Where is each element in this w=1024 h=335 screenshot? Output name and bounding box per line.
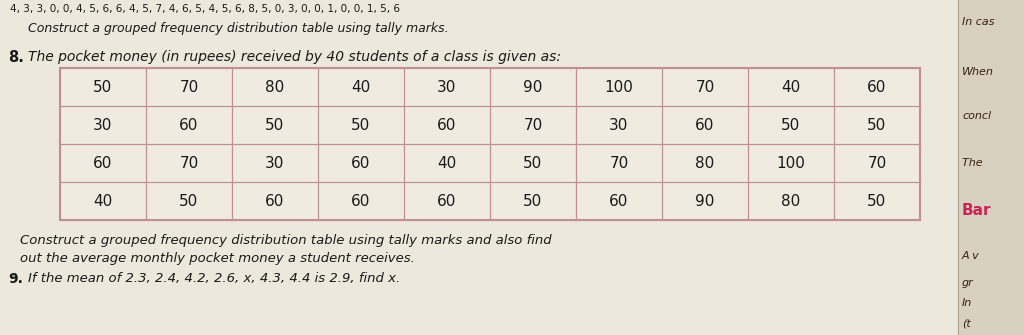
Text: 60: 60 <box>351 155 371 171</box>
Text: 70: 70 <box>609 155 629 171</box>
Text: In cas: In cas <box>962 17 994 27</box>
Text: 70: 70 <box>867 155 887 171</box>
Text: The pocket money (in rupees) received by 40 students of a class is given as:: The pocket money (in rupees) received by… <box>28 50 561 64</box>
FancyBboxPatch shape <box>60 68 920 220</box>
Text: 40: 40 <box>351 79 371 94</box>
Text: 50: 50 <box>265 118 285 133</box>
Text: 50: 50 <box>523 194 543 208</box>
Text: concl: concl <box>962 111 991 121</box>
Text: 70: 70 <box>179 79 199 94</box>
Text: 60: 60 <box>351 194 371 208</box>
Text: 70: 70 <box>523 118 543 133</box>
Text: 50: 50 <box>867 194 887 208</box>
Text: When: When <box>962 67 994 77</box>
Text: 60: 60 <box>179 118 199 133</box>
Text: 9.: 9. <box>8 272 23 286</box>
Text: 40: 40 <box>93 194 113 208</box>
Text: 50: 50 <box>867 118 887 133</box>
Text: 60: 60 <box>867 79 887 94</box>
Text: 40: 40 <box>437 155 457 171</box>
Text: 100: 100 <box>776 155 806 171</box>
Text: 60: 60 <box>437 194 457 208</box>
Text: Construct a grouped frequency distribution table using tally marks.: Construct a grouped frequency distributi… <box>28 22 449 35</box>
Text: 4, 3, 3, 0, 0, 4, 5, 6, 6, 4, 5, 7, 4, 6, 5, 4, 5, 6, 8, 5, 0, 3, 0, 0, 1, 0, 0,: 4, 3, 3, 0, 0, 4, 5, 6, 6, 4, 5, 7, 4, 6… <box>10 4 400 14</box>
Text: 50: 50 <box>523 155 543 171</box>
Text: 90: 90 <box>523 79 543 94</box>
Text: 30: 30 <box>265 155 285 171</box>
Text: 30: 30 <box>437 79 457 94</box>
Text: 60: 60 <box>93 155 113 171</box>
Text: A v: A v <box>962 251 980 261</box>
FancyBboxPatch shape <box>958 0 1024 335</box>
Text: 8.: 8. <box>8 50 24 65</box>
Text: 70: 70 <box>695 79 715 94</box>
Text: 50: 50 <box>781 118 801 133</box>
Text: 30: 30 <box>93 118 113 133</box>
Text: 60: 60 <box>437 118 457 133</box>
Text: 60: 60 <box>609 194 629 208</box>
Text: 80: 80 <box>265 79 285 94</box>
Text: Bar: Bar <box>962 203 991 218</box>
Text: 50: 50 <box>93 79 113 94</box>
Text: 80: 80 <box>695 155 715 171</box>
Text: 100: 100 <box>604 79 634 94</box>
Text: If the mean of 2.3, 2.4, 4.2, 2.6, x, 4.3, 4.4 is 2.9, find x.: If the mean of 2.3, 2.4, 4.2, 2.6, x, 4.… <box>28 272 400 285</box>
Text: 60: 60 <box>265 194 285 208</box>
Text: (t: (t <box>962 318 971 328</box>
Text: 90: 90 <box>695 194 715 208</box>
Text: 30: 30 <box>609 118 629 133</box>
Text: 50: 50 <box>179 194 199 208</box>
Text: out the average monthly pocket money a student receives.: out the average monthly pocket money a s… <box>20 252 415 265</box>
Text: The: The <box>962 157 986 168</box>
Text: gr: gr <box>962 278 974 288</box>
Text: Construct a grouped frequency distribution table using tally marks and also find: Construct a grouped frequency distributi… <box>20 234 552 247</box>
Text: 60: 60 <box>695 118 715 133</box>
Text: 80: 80 <box>781 194 801 208</box>
Text: In: In <box>962 298 972 308</box>
Text: 70: 70 <box>179 155 199 171</box>
Text: ✓: ✓ <box>8 272 17 282</box>
Text: 40: 40 <box>781 79 801 94</box>
Text: 50: 50 <box>351 118 371 133</box>
